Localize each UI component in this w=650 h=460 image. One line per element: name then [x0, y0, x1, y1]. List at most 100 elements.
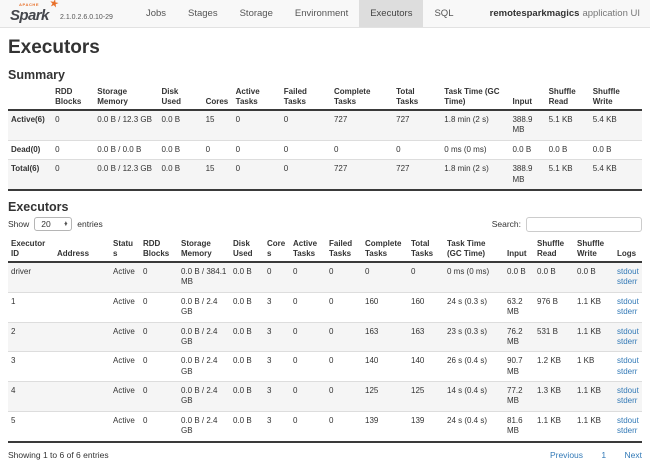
summary-column-header: Input: [509, 85, 546, 111]
cell-complete-tasks: 163: [362, 321, 408, 352]
cell-logs: stdout stderr: [614, 381, 642, 412]
cell-storage-memory: 0.0 B / 12.3 GB: [94, 109, 159, 141]
executors-column-header[interactable]: Shuffle Write: [574, 236, 614, 263]
cell-disk-used: 0.0 B: [230, 351, 264, 382]
executors-table: Executor ID Address Status RDD Blocks Storag…: [8, 236, 642, 443]
executors-column-header[interactable]: Disk Used: [230, 236, 264, 263]
nav-tab[interactable]: Jobs: [145, 8, 167, 19]
cell-failed-tasks: 0: [326, 381, 362, 412]
executors-column-header[interactable]: Total Tasks: [408, 236, 444, 263]
stderr-link[interactable]: stderr: [617, 336, 638, 346]
cell-status: Active: [110, 261, 140, 293]
executors-column-header[interactable]: Complete Tasks: [362, 236, 408, 263]
cell-input: 90.7 MB: [504, 351, 534, 382]
summary-column-header: [8, 85, 53, 111]
executors-column-header[interactable]: Input: [504, 236, 534, 263]
executors-column-header[interactable]: Shuffle Read: [534, 236, 574, 263]
cell-status: Active: [110, 291, 140, 323]
cell-storage-memory: 0.0 B / 384.1 MB: [178, 261, 230, 293]
cell-cores: 0: [202, 139, 233, 160]
cell-shuffle-write: 5.4 KB: [589, 109, 642, 141]
nav-tab[interactable]: Executors: [359, 0, 424, 27]
cell-input: 388.9 MB: [509, 109, 546, 141]
cell-logs: stdout stderr: [614, 410, 642, 442]
cell-cores: 3: [264, 351, 290, 382]
executors-column-header[interactable]: Task Time (GC Time): [444, 236, 504, 263]
cell-total-tasks: 727: [393, 159, 442, 190]
table-controls: Show 20 ▲ ▼ entries Search:: [8, 216, 642, 232]
cell-executor-id: 1: [8, 291, 54, 323]
cell-active-tasks: 0: [290, 321, 326, 352]
executor-row: 1 Active 0 0.0 B / 2.4 GB 0.0 B 3 0 0 16…: [8, 291, 642, 323]
nav-tab[interactable]: Storage: [239, 8, 273, 19]
stderr-link[interactable]: stderr: [617, 307, 638, 317]
executors-column-header[interactable]: Executor ID: [8, 236, 54, 263]
summary-column-header: RDD Blocks: [52, 85, 95, 111]
cell-shuffle-read: 0.0 B: [545, 139, 590, 160]
executors-column-header[interactable]: Cores: [264, 236, 290, 263]
stdout-link[interactable]: stdout: [617, 296, 639, 306]
cell-active-tasks: 0: [290, 410, 326, 442]
cell-shuffle-read: 976 B: [534, 291, 574, 323]
previous-page-link[interactable]: Previous: [549, 449, 584, 460]
cell-storage-memory: 0.0 B / 2.4 GB: [178, 381, 230, 412]
cell-cores: 3: [264, 381, 290, 412]
stderr-link[interactable]: stderr: [617, 366, 638, 376]
cell-input: 63.2 MB: [504, 291, 534, 323]
cell-row-label: Active(6): [8, 109, 53, 141]
executors-column-header[interactable]: Status: [110, 236, 140, 263]
application-suffix: application UI: [582, 8, 640, 19]
executor-row: driver Active 0 0.0 B / 384.1 MB 0.0 B 0…: [8, 261, 642, 293]
next-page-link[interactable]: Next: [624, 449, 642, 460]
cell-executor-id: 5: [8, 410, 54, 442]
search-input[interactable]: [526, 216, 642, 232]
stderr-link[interactable]: stderr: [617, 277, 638, 287]
cell-failed-tasks: 0: [326, 261, 362, 293]
executors-column-header[interactable]: Logs: [614, 236, 642, 263]
executor-row: 3 Active 0 0.0 B / 2.4 GB 0.0 B 3 0 0 14…: [8, 351, 642, 382]
show-label: Show: [8, 219, 30, 230]
stdout-link[interactable]: stdout: [617, 415, 639, 425]
cell-logs: stdout stderr: [614, 291, 642, 323]
cell-disk-used: 0.0 B: [158, 139, 203, 160]
cell-disk-used: 0.0 B: [230, 261, 264, 293]
cell-failed-tasks: 0: [280, 139, 331, 160]
cell-shuffle-read: 5.1 KB: [545, 159, 590, 190]
stdout-link[interactable]: stdout: [617, 266, 639, 276]
cell-address: [54, 381, 110, 412]
cell-cores: 3: [264, 321, 290, 352]
page-number-link[interactable]: 1: [601, 449, 607, 460]
stderr-link[interactable]: stderr: [617, 396, 638, 406]
stdout-link[interactable]: stdout: [617, 326, 639, 336]
executors-column-header[interactable]: RDD Blocks: [140, 236, 178, 263]
stdout-link[interactable]: stdout: [617, 356, 639, 366]
executors-column-header[interactable]: Address: [54, 236, 110, 263]
stepper-icon: ▲ ▼: [63, 219, 69, 229]
nav-tab[interactable]: Stages: [188, 8, 218, 19]
cell-rdd-blocks: 0: [140, 381, 178, 412]
cell-rdd-blocks: 0: [140, 410, 178, 442]
nav-tab[interactable]: SQL: [434, 8, 454, 19]
cell-total-tasks: 125: [408, 381, 444, 412]
cell-shuffle-read: 1.3 KB: [534, 381, 574, 412]
stderr-link[interactable]: stderr: [617, 426, 638, 436]
cell-rdd-blocks: 0: [52, 139, 95, 160]
executors-column-header[interactable]: Failed Tasks: [326, 236, 362, 263]
entries-select[interactable]: 20 ▲ ▼: [34, 217, 73, 232]
spark-wordmark: Spark: [10, 7, 49, 24]
nav-tab[interactable]: Environment: [294, 8, 349, 19]
stdout-link[interactable]: stdout: [617, 386, 639, 396]
cell-disk-used: 0.0 B: [230, 410, 264, 442]
cell-shuffle-read: 0.0 B: [534, 261, 574, 293]
cell-status: Active: [110, 351, 140, 382]
cell-cores: 15: [202, 159, 233, 190]
cell-address: [54, 410, 110, 442]
executors-column-header[interactable]: Active Tasks: [290, 236, 326, 263]
spark-logo[interactable]: APACHE Spark ★ 2.1.0.2.6.0.10-29: [0, 0, 119, 27]
cell-disk-used: 0.0 B: [158, 159, 203, 190]
cell-active-tasks: 0: [232, 139, 281, 160]
cell-active-tasks: 0: [290, 261, 326, 293]
cell-total-tasks: 0: [393, 139, 442, 160]
cell-total-tasks: 160: [408, 291, 444, 323]
executors-column-header[interactable]: Storage Memory: [178, 236, 230, 263]
